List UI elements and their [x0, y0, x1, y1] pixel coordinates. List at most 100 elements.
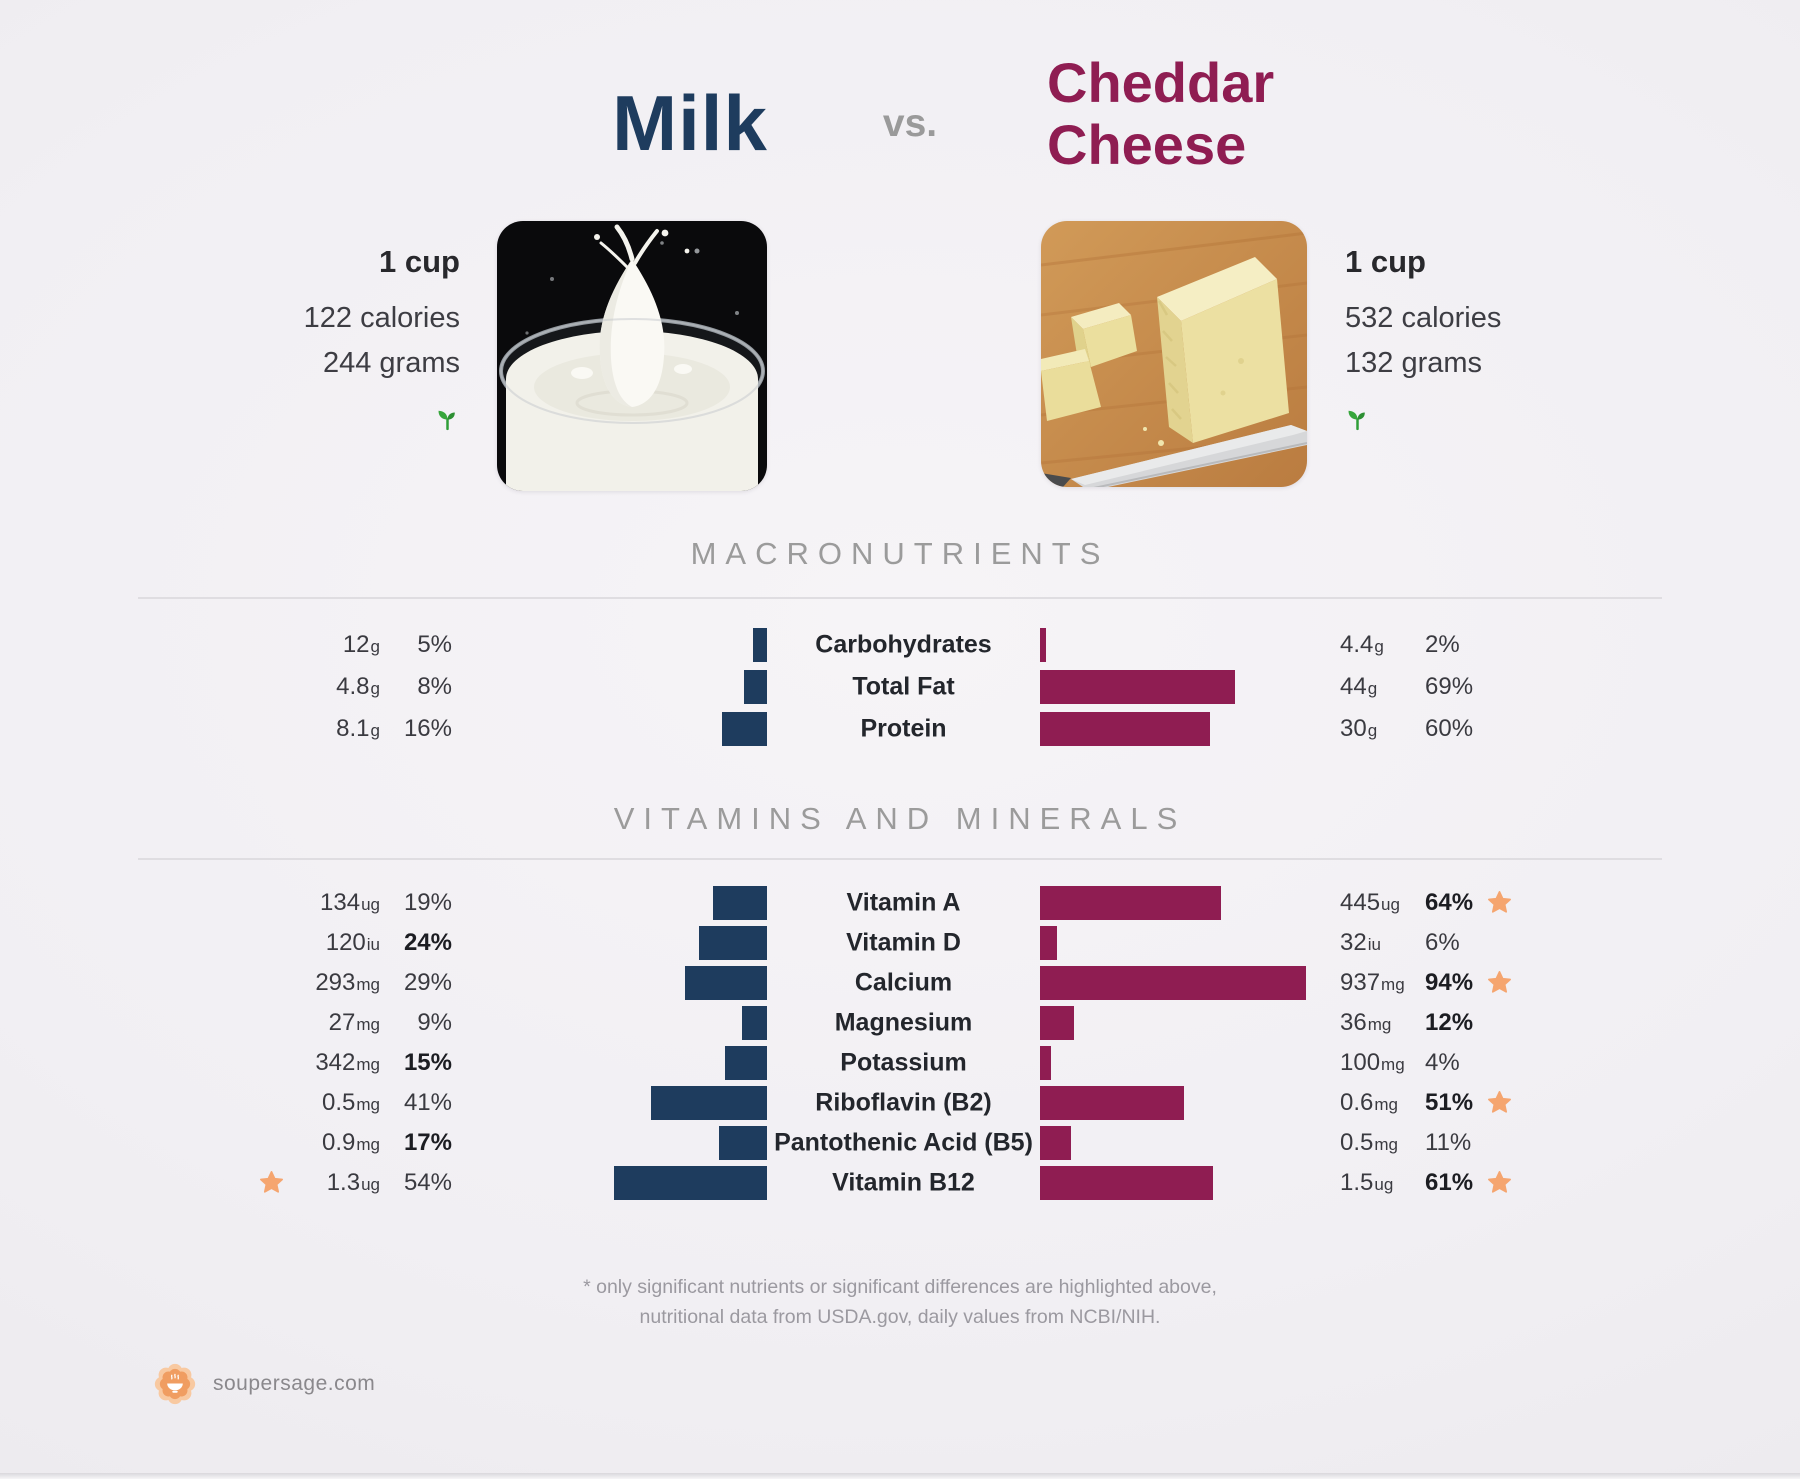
cheese-amount: 32iu — [1340, 929, 1381, 956]
nutrient-row: 0.9mg 17% Pantothenic Acid (B5) 0.5mg 11… — [0, 1123, 1800, 1163]
significant-star-icon — [1486, 970, 1513, 997]
cheese-bar — [1040, 670, 1236, 704]
nutrient-label: Protein — [860, 714, 947, 743]
cheese-daily-value-pct: 4% — [1425, 1049, 1460, 1076]
nutrient-label: Carbohydrates — [815, 630, 992, 659]
cheese-daily-value-pct: 11% — [1425, 1129, 1472, 1156]
cheese-daily-value-pct: 2% — [1425, 631, 1460, 658]
macronutrient-rows: 12g 5% Carbohydrates 4.4g 2% 4.8g 8% Tot… — [0, 624, 1800, 750]
cheese-serving-size: 1 cup — [1345, 244, 1426, 279]
cheese-bar — [1040, 1006, 1074, 1040]
milk-amount: 27mg — [328, 1009, 380, 1036]
milk-amount: 293mg — [315, 969, 380, 996]
cheese-bar — [1040, 712, 1210, 746]
cheese-bar — [1040, 1046, 1052, 1080]
cheese-daily-value-pct: 6% — [1425, 929, 1460, 956]
cheese-calories: 532 calories — [1345, 302, 1502, 334]
nutrient-row: 27mg 9% Magnesium 36mg 12% — [0, 1003, 1800, 1043]
vegetarian-seedling-icon — [435, 406, 460, 431]
milk-bar — [718, 1126, 767, 1160]
milk-amount: 8.1g — [336, 715, 380, 742]
milk-bar — [650, 1086, 767, 1120]
cheese-bar — [1040, 1166, 1213, 1200]
cheese-amount: 100mg — [1340, 1049, 1405, 1076]
milk-bar — [684, 966, 767, 1000]
milk-daily-value-pct: 24% — [403, 929, 452, 956]
milk-amount: 342mg — [315, 1049, 380, 1076]
milk-amount: 0.5mg — [322, 1089, 380, 1116]
footnote-line2: nutritional data from USDA.gov, daily va… — [639, 1306, 1161, 1328]
milk-bar — [713, 886, 767, 920]
cheese-bar — [1040, 886, 1222, 920]
milk-splash-illustration — [497, 221, 767, 491]
nutrient-row: 293mg 29% Calcium 937mg 94% — [0, 963, 1800, 1003]
cheese-amount: 44g — [1340, 673, 1378, 700]
cheese-daily-value-pct: 61% — [1425, 1169, 1474, 1196]
cheese-daily-value-pct: 94% — [1425, 969, 1474, 996]
milk-daily-value-pct: 54% — [403, 1169, 452, 1196]
cheese-amount: 0.6mg — [1340, 1089, 1398, 1116]
cheese-amount: 30g — [1340, 715, 1378, 742]
nutrient-label: Vitamin D — [846, 928, 961, 957]
significant-star-icon — [1486, 1090, 1513, 1117]
milk-amount: 1.3ug — [326, 1169, 380, 1196]
milk-daily-value-pct: 15% — [403, 1049, 452, 1076]
milk-bar — [724, 1046, 767, 1080]
cheese-amount: 937mg — [1340, 969, 1405, 996]
nutrient-label: Riboflavin (B2) — [815, 1088, 992, 1117]
cheese-bar — [1040, 628, 1046, 662]
milk-amount: 12g — [342, 631, 380, 658]
cheese-bar — [1040, 926, 1057, 960]
cheddar-cheese-photo — [1041, 221, 1307, 487]
milk-amount: 4.8g — [336, 673, 380, 700]
nutrient-row: 120iu 24% Vitamin D 32iu 6% — [0, 923, 1800, 963]
milk-daily-value-pct: 19% — [403, 889, 452, 916]
cheese-bar — [1040, 1126, 1072, 1160]
cheese-serving-info: 1 cup 532 calories 132 grams — [1345, 244, 1645, 439]
cheese-amount: 36mg — [1340, 1009, 1392, 1036]
milk-daily-value-pct: 8% — [417, 673, 452, 700]
milk-photo — [497, 221, 767, 491]
vegetarian-seedling-icon — [1345, 406, 1370, 431]
cheese-daily-value-pct: 12% — [1425, 1009, 1474, 1036]
nutrient-row: 8.1g 16% Protein 30g 60% — [0, 708, 1800, 750]
cheese-daily-value-pct: 64% — [1425, 889, 1474, 916]
vs-label: vs. — [882, 102, 938, 145]
milk-amount: 134ug — [320, 889, 380, 916]
cheddar-cheese-title: Cheddar Cheese — [1047, 52, 1274, 176]
nutrient-label: Pantothenic Acid (B5) — [774, 1128, 1033, 1157]
milk-daily-value-pct: 29% — [403, 969, 452, 996]
milk-amount: 0.9mg — [322, 1129, 380, 1156]
significant-star-icon — [258, 1170, 285, 1197]
vitamins-section-header: VITAMINS AND MINERALS — [613, 801, 1187, 836]
cheese-daily-value-pct: 60% — [1425, 715, 1474, 742]
cheese-amount: 4.4g — [1340, 631, 1384, 658]
section-divider — [138, 597, 1662, 599]
nutrient-row: 342mg 15% Potassium 100mg 4% — [0, 1043, 1800, 1083]
nutrient-label: Vitamin A — [846, 888, 961, 917]
nutrient-label: Potassium — [840, 1048, 967, 1077]
milk-bar — [699, 926, 767, 960]
significant-star-icon — [1486, 890, 1513, 917]
bottom-edge-strip — [0, 1473, 1800, 1479]
nutrient-row: 134ug 19% Vitamin A 445ug 64% — [0, 883, 1800, 923]
milk-bar — [614, 1166, 767, 1200]
milk-serving-size: 1 cup — [379, 244, 460, 279]
cheese-daily-value-pct: 51% — [1425, 1089, 1474, 1116]
milk-bar — [744, 670, 767, 704]
significant-star-icon — [1486, 1170, 1513, 1197]
cheddar-cheese-title-line1: Cheddar — [1047, 51, 1275, 114]
milk-amount: 120iu — [325, 929, 380, 956]
vitamin-mineral-rows: 134ug 19% Vitamin A 445ug 64% 120iu 24% … — [0, 883, 1800, 1203]
cheddar-cheese-title-line2: Cheese — [1047, 113, 1247, 176]
milk-calories: 122 calories — [303, 302, 460, 334]
cheese-bar — [1040, 1086, 1185, 1120]
section-divider — [138, 858, 1662, 860]
nutrient-label: Magnesium — [834, 1008, 973, 1037]
nutrient-row: 1.3ug 54% Vitamin B12 1.5ug 61% — [0, 1163, 1800, 1203]
cheese-amount: 1.5ug — [1340, 1169, 1394, 1196]
cheese-amount: 0.5mg — [1340, 1129, 1398, 1156]
nutrient-row: 0.5mg 41% Riboflavin (B2) 0.6mg 51% — [0, 1083, 1800, 1123]
cheese-daily-value-pct: 69% — [1425, 673, 1474, 700]
